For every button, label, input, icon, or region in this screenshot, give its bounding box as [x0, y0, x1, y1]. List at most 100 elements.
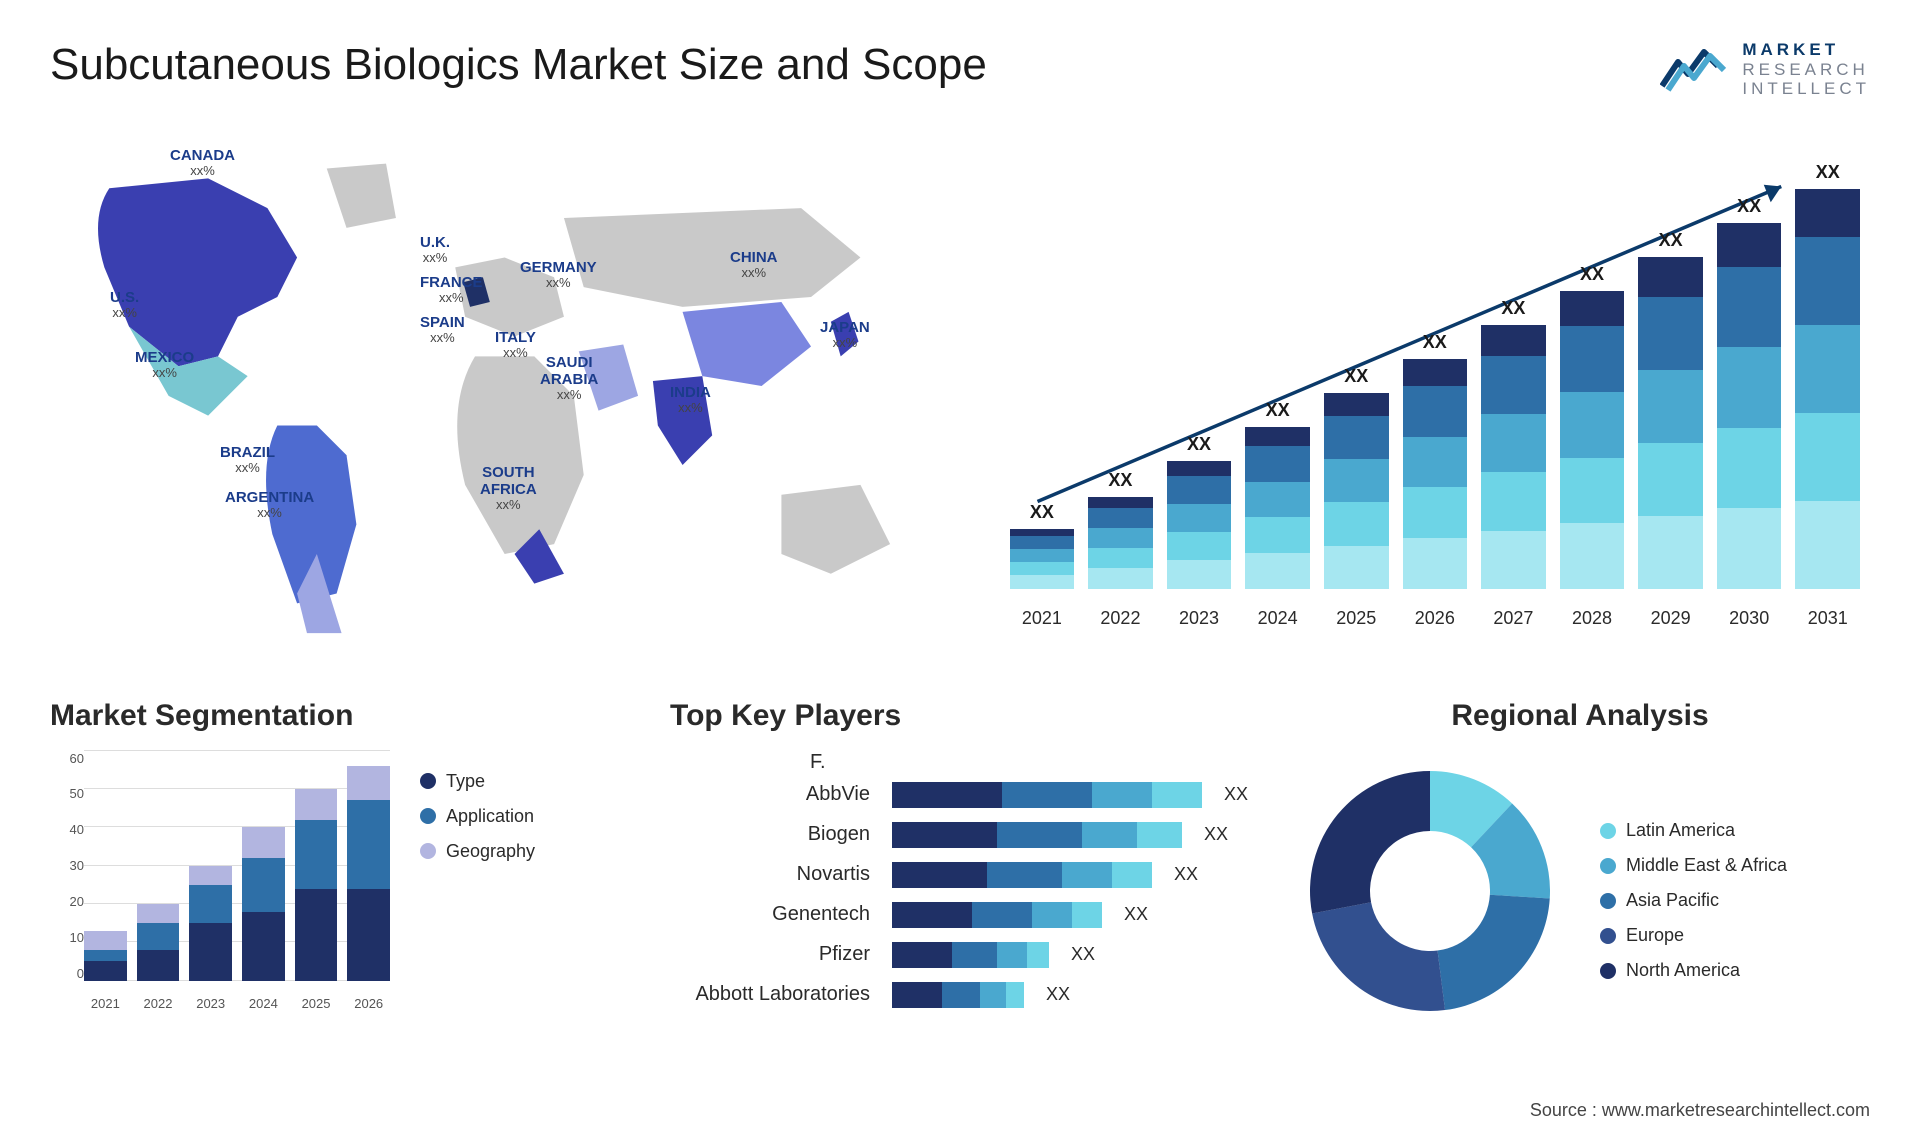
map-label: ITALYxx%: [495, 329, 536, 361]
donut-slice: [1438, 894, 1550, 1009]
legend-item: North America: [1600, 960, 1787, 981]
bar-segment: [1638, 443, 1703, 516]
y-tick-label: 50: [50, 786, 84, 801]
map-label: BRAZILxx%: [220, 444, 275, 476]
bar-segment: [1481, 325, 1546, 357]
y-tick-label: 30: [50, 858, 84, 873]
bar-segment: [1795, 413, 1860, 501]
x-axis-label: 2023: [1167, 608, 1232, 629]
map-label: MEXICOxx%: [135, 349, 194, 381]
bar-value-label: XX: [1423, 332, 1447, 353]
x-axis-label: 2029: [1638, 608, 1703, 629]
player-bar-segment: [942, 982, 980, 1008]
bar-segment: [1010, 549, 1075, 562]
logo-line1: MARKET: [1742, 40, 1870, 60]
x-axis-label: 2031: [1795, 608, 1860, 629]
x-axis-label: 2024: [1245, 608, 1310, 629]
regional-donut: [1290, 751, 1570, 1031]
bar-segment: [1167, 504, 1232, 532]
bar-segment: [1088, 528, 1153, 548]
seg-bar: [242, 827, 285, 980]
bar-segment: [1795, 325, 1860, 413]
seg-bar-segment: [242, 827, 285, 858]
bar-segment: [1717, 223, 1782, 267]
bar-column: XX: [1795, 162, 1860, 589]
seg-bar-segment: [189, 866, 232, 885]
map-label: JAPANxx%: [820, 319, 870, 351]
legend-label: Type: [446, 771, 485, 792]
player-row: NovartisXX: [670, 862, 1250, 888]
player-bar-segment: [972, 902, 1032, 928]
seg-bar-segment: [347, 889, 390, 981]
bar-column: XX: [1481, 298, 1546, 589]
seg-bar-segment: [295, 820, 338, 889]
legend-item: Asia Pacific: [1600, 890, 1787, 911]
y-tick-label: 60: [50, 751, 84, 766]
bar-segment: [1481, 356, 1546, 414]
map-label: SPAINxx%: [420, 314, 465, 346]
bar-column: XX: [1638, 230, 1703, 589]
seg-bar-segment: [137, 923, 180, 950]
logo-line2: RESEARCH: [1742, 60, 1870, 80]
x-axis-label: 2028: [1560, 608, 1625, 629]
segmentation-panel: Market Segmentation 0102030405060 202120…: [50, 699, 630, 1031]
bar-column: XX: [1403, 332, 1468, 589]
player-value: XX: [1204, 824, 1228, 845]
bar-segment: [1560, 458, 1625, 524]
bar-segment: [1795, 237, 1860, 325]
bar-segment: [1403, 487, 1468, 538]
world-map-panel: CANADAxx%U.S.xx%MEXICOxx%BRAZILxx%ARGENT…: [50, 129, 940, 649]
player-bar-segment: [1027, 942, 1049, 968]
bar-segment: [1560, 523, 1625, 589]
bar-segment: [1010, 562, 1075, 575]
x-axis-label: 2027: [1481, 608, 1546, 629]
player-value: XX: [1124, 904, 1148, 925]
map-label: GERMANYxx%: [520, 259, 597, 291]
player-bar-segment: [892, 862, 987, 888]
bar-column: XX: [1717, 196, 1782, 589]
player-bar-segment: [987, 862, 1062, 888]
bar-segment: [1638, 257, 1703, 297]
seg-bar-segment: [84, 961, 127, 980]
player-bar-segment: [1006, 982, 1024, 1008]
donut-slice: [1312, 902, 1445, 1011]
bar-column: XX: [1324, 366, 1389, 589]
seg-x-label: 2023: [189, 996, 232, 1011]
legend-swatch: [420, 808, 436, 824]
bar-segment: [1167, 560, 1232, 588]
seg-bar-segment: [242, 912, 285, 981]
x-axis-label: 2030: [1717, 608, 1782, 629]
bar-column: XX: [1167, 434, 1232, 589]
y-tick-label: 0: [50, 966, 84, 981]
legend-label: Middle East & Africa: [1626, 855, 1787, 876]
player-name: AbbVie: [670, 783, 880, 806]
map-label: SAUDIARABIAxx%: [540, 354, 598, 403]
bar-segment: [1638, 370, 1703, 443]
player-row: BiogenXX: [670, 822, 1250, 848]
regional-legend: Latin America Middle East & Africa Asia Pa…: [1600, 820, 1787, 981]
legend-label: Latin America: [1626, 820, 1735, 841]
seg-bar: [137, 904, 180, 981]
map-label: U.K.xx%: [420, 234, 450, 266]
page-title: Subcutaneous Biologics Market Size and S…: [50, 40, 987, 90]
bar-value-label: XX: [1187, 434, 1211, 455]
top-players-panel: Top Key Players F. AbbVieXXBiogenXXNovar…: [670, 699, 1250, 1031]
player-bar-segment: [997, 822, 1082, 848]
bar-segment: [1324, 459, 1389, 502]
x-axis-label: 2026: [1403, 608, 1468, 629]
segmentation-title: Market Segmentation: [50, 699, 630, 733]
logo-icon: [1660, 44, 1730, 94]
player-bar-segment: [997, 942, 1027, 968]
bar-segment: [1717, 428, 1782, 509]
players-header-abbr: F.: [810, 751, 1250, 774]
bar-segment: [1638, 297, 1703, 370]
bar-value-label: XX: [1501, 298, 1525, 319]
bar-segment: [1560, 392, 1625, 458]
player-bar-segment: [1062, 862, 1112, 888]
player-value: XX: [1046, 984, 1070, 1005]
player-bar-segment: [892, 822, 997, 848]
legend-item: Europe: [1600, 925, 1787, 946]
player-bar: [892, 862, 1152, 888]
legend-swatch: [1600, 823, 1616, 839]
bar-segment: [1167, 461, 1232, 476]
